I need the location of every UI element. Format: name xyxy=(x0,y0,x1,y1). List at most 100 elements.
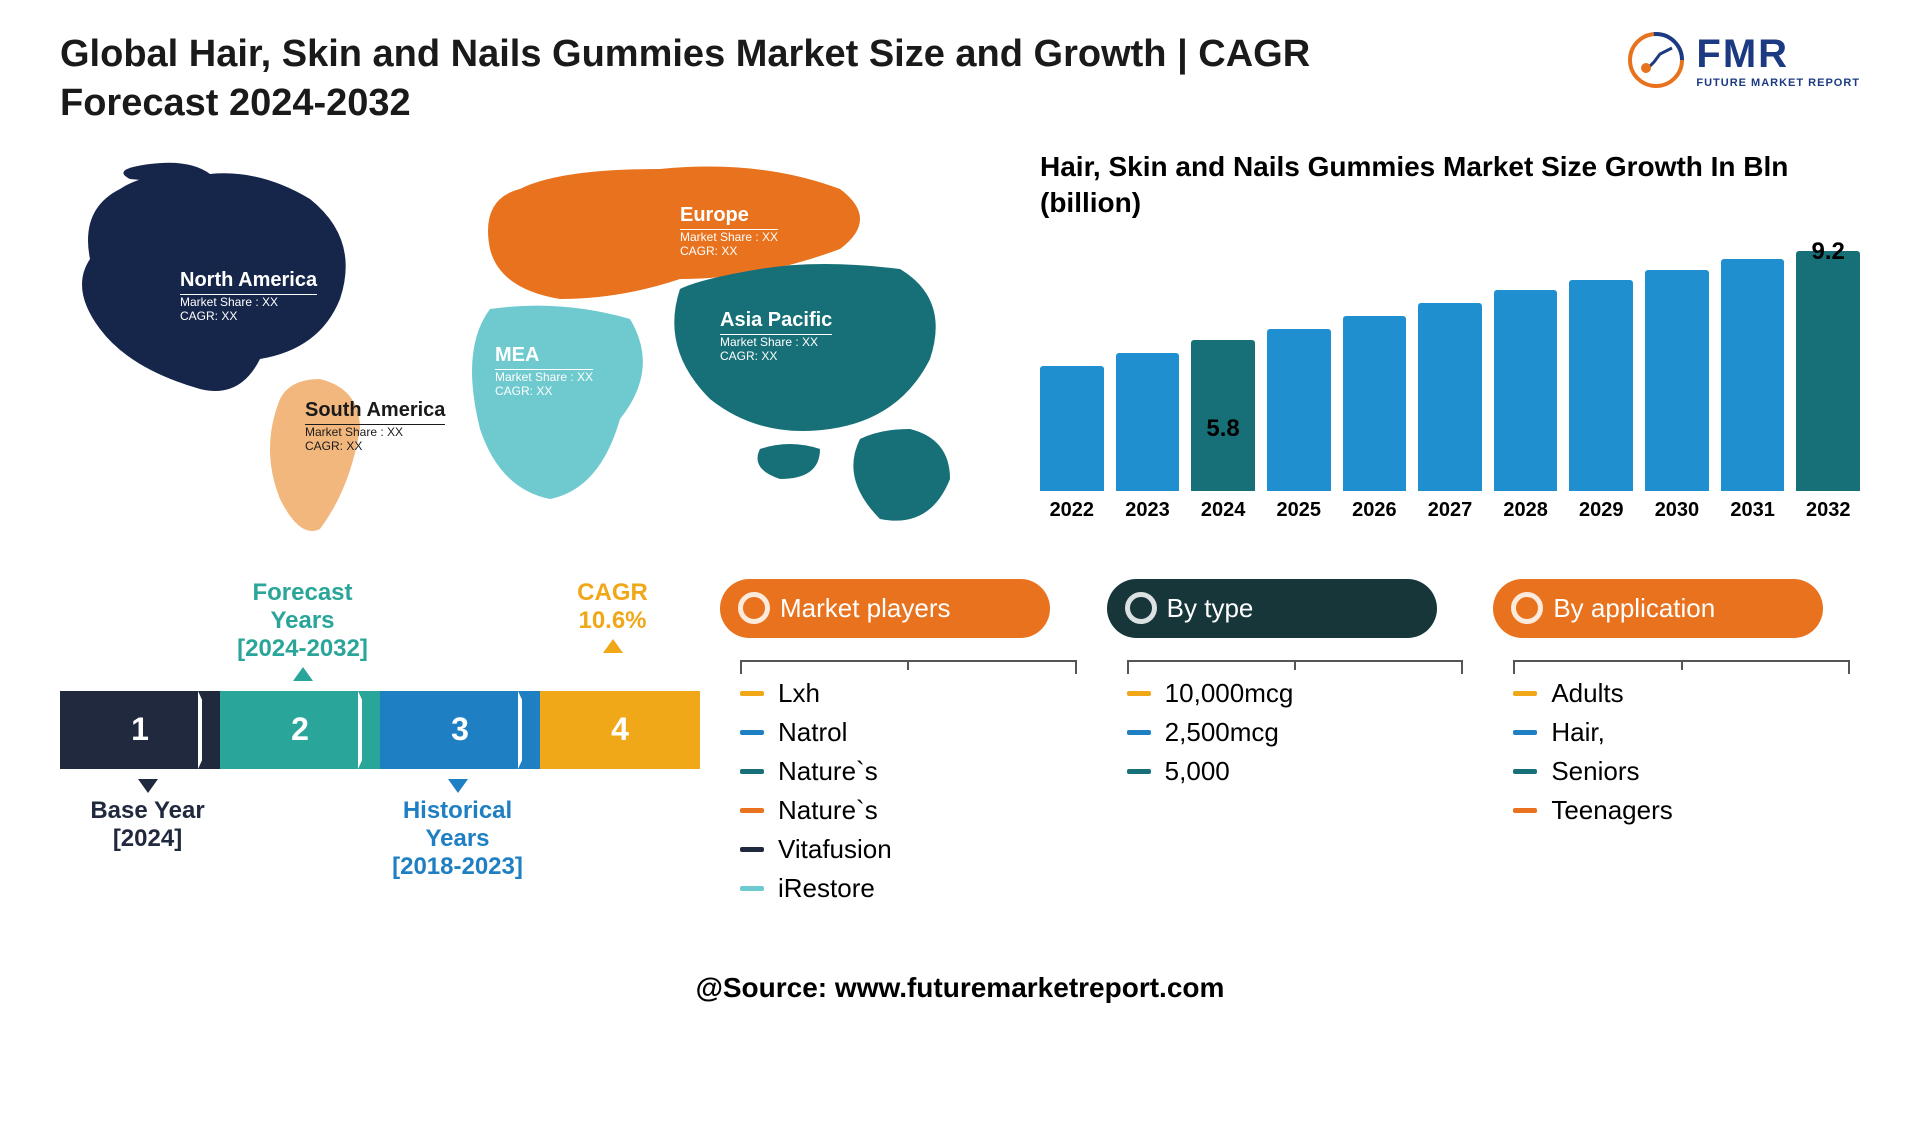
region-eu-cagr: CAGR: XX xyxy=(680,244,778,258)
pill-item: Nature`s xyxy=(740,756,1087,787)
source-attribution: @Source: www.futuremarketreport.com xyxy=(60,972,1860,1004)
bar-group: 2030 xyxy=(1645,270,1709,522)
pill-header: By application xyxy=(1493,579,1823,638)
bar-group: 2026 xyxy=(1343,316,1407,521)
pill-list: 10,000mcg2,500mcg5,000 xyxy=(1107,678,1474,787)
pill-item: 2,500mcg xyxy=(1127,717,1474,748)
timeline-bot-title: Base Year xyxy=(70,797,225,825)
bar-group: 2031 xyxy=(1721,259,1785,521)
timeline-segment: 3 xyxy=(380,691,540,769)
region-ap-name: Asia Pacific xyxy=(720,309,832,335)
dash-icon xyxy=(740,691,764,696)
pill-item: Lxh xyxy=(740,678,1087,709)
logo-main-text: FMR xyxy=(1696,32,1860,77)
dash-icon xyxy=(1127,691,1151,696)
bar-group: 2023 xyxy=(1116,353,1180,522)
pill-list: AdultsHair,SeniorsTeenagers xyxy=(1493,678,1860,826)
dash-icon xyxy=(740,730,764,735)
region-sa-name: South America xyxy=(305,399,445,425)
bar-year-label: 2025 xyxy=(1276,499,1321,522)
market-players-block: Market playersLxhNatrolNature`sNature`sV… xyxy=(720,579,1087,912)
timeline-bot-title: Historical Years xyxy=(380,797,535,853)
bar xyxy=(1721,259,1785,490)
pill-item: Teenagers xyxy=(1513,795,1860,826)
fmr-logo: FMR FUTURE MARKET REPORT xyxy=(1626,30,1860,90)
bar-year-label: 2028 xyxy=(1503,499,1548,522)
page-title: Global Hair, Skin and Nails Gummies Mark… xyxy=(60,30,1460,129)
timeline-top-title: Forecast Years xyxy=(225,579,380,635)
bar xyxy=(1569,280,1633,491)
region-mea-name: MEA xyxy=(495,344,593,370)
bar-year-label: 2029 xyxy=(1579,499,1624,522)
region-na-cagr: CAGR: XX xyxy=(180,309,317,323)
dash-icon xyxy=(740,808,764,813)
dash-icon xyxy=(1127,730,1151,735)
pill-item: 10,000mcg xyxy=(1127,678,1474,709)
timeline-bot-sub: [2024] xyxy=(70,825,225,853)
dash-icon xyxy=(740,847,764,852)
bar-group: 2025 xyxy=(1267,329,1331,521)
region-na-name: North America xyxy=(180,269,317,295)
bar-year-label: 2032 xyxy=(1806,499,1851,522)
logo-sub-text: FUTURE MARKET REPORT xyxy=(1696,77,1860,89)
pill-item: iRestore xyxy=(740,873,1087,904)
dash-icon xyxy=(740,886,764,891)
pill-item-label: 2,500mcg xyxy=(1165,717,1279,748)
bar-year-label: 2024 xyxy=(1201,499,1246,522)
bar xyxy=(1796,251,1860,490)
bar-year-label: 2026 xyxy=(1352,499,1397,522)
region-sa-share: Market Share : XX xyxy=(305,425,445,439)
dash-icon xyxy=(1127,769,1151,774)
bar xyxy=(1040,366,1104,491)
bar xyxy=(1267,329,1331,490)
pill-item-label: Nature`s xyxy=(778,756,878,787)
pill-item-label: iRestore xyxy=(778,873,875,904)
bar-group: 2027 xyxy=(1418,303,1482,521)
timeline-segment: 2 xyxy=(220,691,380,769)
pill-item-label: Natrol xyxy=(778,717,847,748)
dash-icon xyxy=(1513,730,1537,735)
chart-title: Hair, Skin and Nails Gummies Market Size… xyxy=(1040,149,1860,222)
timeline: Forecast Years[2024-2032]CAGR10.6% 1234 … xyxy=(60,579,700,912)
pill-list: LxhNatrolNature`sNature`sVitafusioniRest… xyxy=(720,678,1087,904)
bar xyxy=(1645,270,1709,491)
bar-group: 2022 xyxy=(1040,366,1104,522)
timeline-segment: 4 xyxy=(540,691,700,769)
bar-group: 9.22032 xyxy=(1796,251,1860,521)
bar-year-label: 2022 xyxy=(1050,499,1095,522)
bar-group: 5.8 2024 xyxy=(1191,340,1255,522)
pill-item-label: Lxh xyxy=(778,678,820,709)
timeline-segment: 1 xyxy=(60,691,220,769)
pill-item: Nature`s xyxy=(740,795,1087,826)
world-map: North America Market Share : XX CAGR: XX… xyxy=(60,149,1000,539)
bar-value-label: 9.2 xyxy=(1812,238,1845,266)
pill-item-label: Hair, xyxy=(1551,717,1604,748)
bar-value-label: 5.8 xyxy=(1206,415,1239,443)
bar-group: 2028 xyxy=(1494,290,1558,521)
bar-year-label: 2023 xyxy=(1125,499,1170,522)
dash-icon xyxy=(740,769,764,774)
timeline-top-title: CAGR xyxy=(535,579,690,607)
region-eu-share: Market Share : XX xyxy=(680,230,778,244)
dash-icon xyxy=(1513,808,1537,813)
by-application-block: By applicationAdultsHair,SeniorsTeenager… xyxy=(1493,579,1860,912)
region-sa-cagr: CAGR: XX xyxy=(305,439,445,453)
region-ap-cagr: CAGR: XX xyxy=(720,349,832,363)
pill-item-label: Seniors xyxy=(1551,756,1639,787)
pill-header: Market players xyxy=(720,579,1050,638)
region-eu-name: Europe xyxy=(680,204,778,230)
timeline-bot-sub: [2018-2023] xyxy=(380,853,535,881)
dash-icon xyxy=(1513,769,1537,774)
bar-year-label: 2027 xyxy=(1428,499,1473,522)
pill-header: By type xyxy=(1107,579,1437,638)
pill-item-label: Nature`s xyxy=(778,795,878,826)
bar xyxy=(1116,353,1180,491)
bar-year-label: 2030 xyxy=(1655,499,1700,522)
region-mea-cagr: CAGR: XX xyxy=(495,384,593,398)
pill-item-label: Teenagers xyxy=(1551,795,1672,826)
dash-icon xyxy=(1513,691,1537,696)
pill-item-label: 10,000mcg xyxy=(1165,678,1294,709)
timeline-top-sub: 10.6% xyxy=(535,607,690,635)
market-size-chart: Hair, Skin and Nails Gummies Market Size… xyxy=(1040,149,1860,539)
bar-year-label: 2031 xyxy=(1730,499,1775,522)
